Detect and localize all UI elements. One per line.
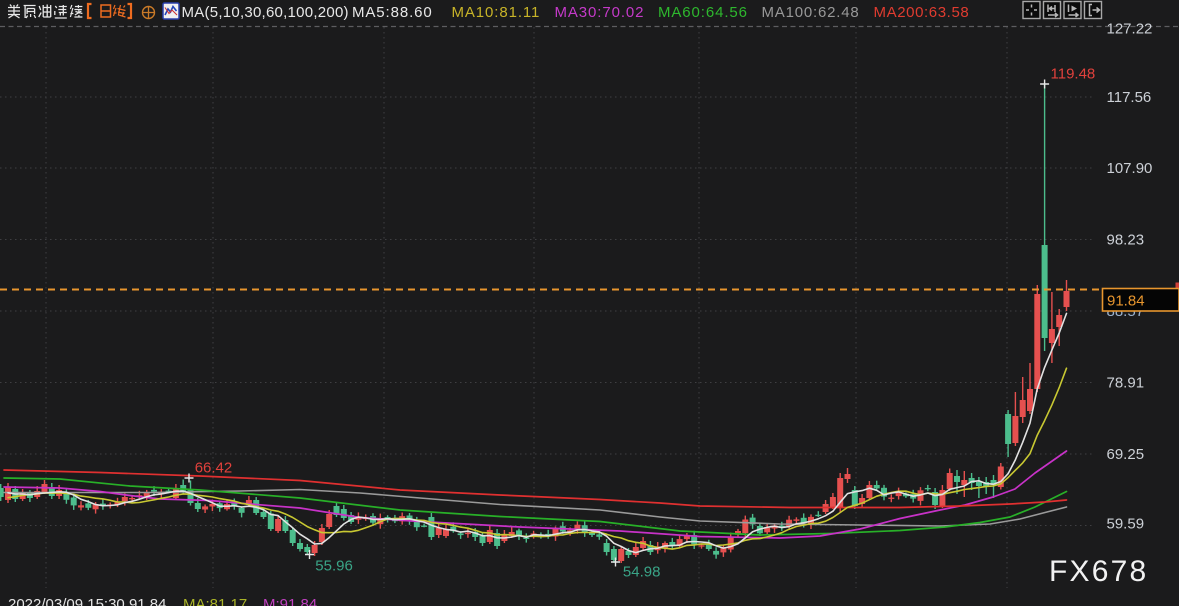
svg-text:119.48: 119.48 xyxy=(1051,66,1096,83)
svg-text:MA200:63.58: MA200:63.58 xyxy=(874,4,970,21)
svg-text:127.22: 127.22 xyxy=(1107,21,1153,38)
svg-text:FX678: FX678 xyxy=(1049,555,1148,588)
svg-text:2022/03/09 15:30 91.84: 2022/03/09 15:30 91.84 xyxy=(8,596,166,606)
svg-text:91.84: 91.84 xyxy=(1107,293,1145,310)
svg-text:M:91.84: M:91.84 xyxy=(263,596,317,606)
svg-text:MA60:64.56: MA60:64.56 xyxy=(658,4,748,21)
svg-text:98.23: 98.23 xyxy=(1107,232,1145,249)
svg-text:55.96: 55.96 xyxy=(315,558,353,575)
svg-text:59.59: 59.59 xyxy=(1107,516,1145,533)
svg-text:MA30:70.02: MA30:70.02 xyxy=(555,4,645,21)
svg-text:MA:81.17: MA:81.17 xyxy=(183,596,247,606)
svg-text:54.98: 54.98 xyxy=(623,564,661,581)
svg-text:MA5:88.60: MA5:88.60 xyxy=(352,4,433,21)
svg-text:117.56: 117.56 xyxy=(1107,89,1152,106)
svg-text:66.42: 66.42 xyxy=(195,460,233,477)
svg-text:107.90: 107.90 xyxy=(1107,160,1153,177)
svg-text:MA(5,10,30,60,100,200): MA(5,10,30,60,100,200) xyxy=(182,4,349,21)
svg-text:78.91: 78.91 xyxy=(1107,375,1145,392)
svg-text:69.25: 69.25 xyxy=(1107,446,1145,463)
svg-text:MA10:81.11: MA10:81.11 xyxy=(452,4,541,21)
svg-text:MA100:62.48: MA100:62.48 xyxy=(762,4,860,21)
